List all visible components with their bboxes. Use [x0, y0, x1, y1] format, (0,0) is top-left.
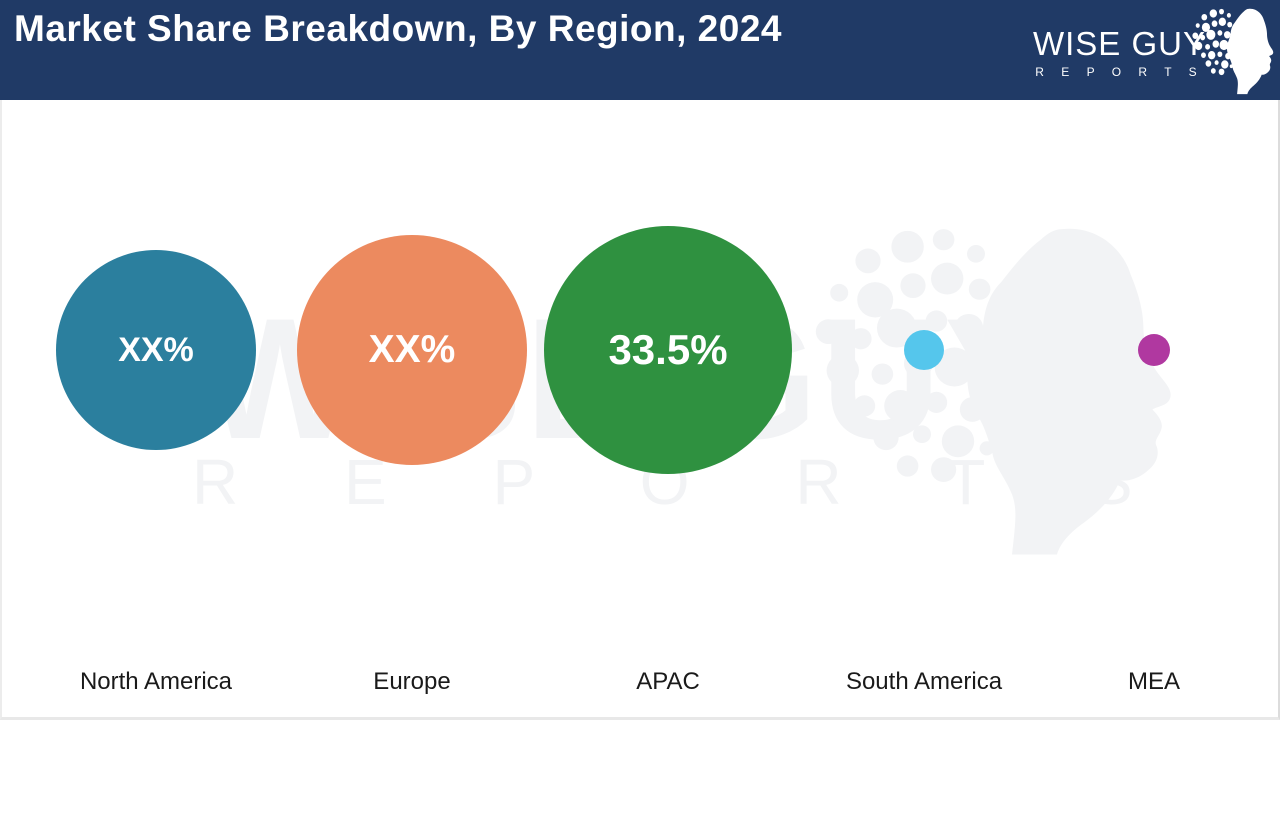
- logo-text: WISE GUY R E P O R T S: [1033, 25, 1206, 79]
- wiseguy-head-icon: [1192, 7, 1274, 95]
- category-label-south-america: South America: [845, 668, 1003, 695]
- wiseguy-logo: WISE GUY R E P O R T S: [1033, 6, 1274, 96]
- header: Market Share Breakdown, By Region, 2024 …: [0, 0, 1280, 100]
- bubble-north-america: XX%: [56, 250, 256, 450]
- logo-tagline: R E P O R T S: [1035, 65, 1204, 79]
- chart-area: WISE GUY R E P O R T S XX%XX%33.5% North…: [0, 100, 1280, 720]
- bubble-value-label: XX%: [118, 330, 194, 369]
- watermark-head-icon: [814, 222, 1174, 558]
- chart-title: Market Share Breakdown, By Region, 2024: [14, 8, 782, 49]
- logo-wordmark: WISE GUY: [1032, 25, 1206, 62]
- bubble-apac: 33.5%: [544, 226, 792, 474]
- bubble-mea: [1138, 334, 1170, 366]
- bubble-value-label: 33.5%: [608, 326, 728, 373]
- category-label-north-america: North America: [79, 668, 233, 695]
- bubble-value-label: XX%: [368, 328, 456, 371]
- bubble-europe: XX%: [297, 235, 527, 465]
- bubble-south-america: [904, 330, 944, 370]
- category-label-apac: APAC: [636, 668, 700, 695]
- category-label-mea: MEA: [1127, 668, 1181, 695]
- category-label-europe: Europe: [373, 668, 451, 695]
